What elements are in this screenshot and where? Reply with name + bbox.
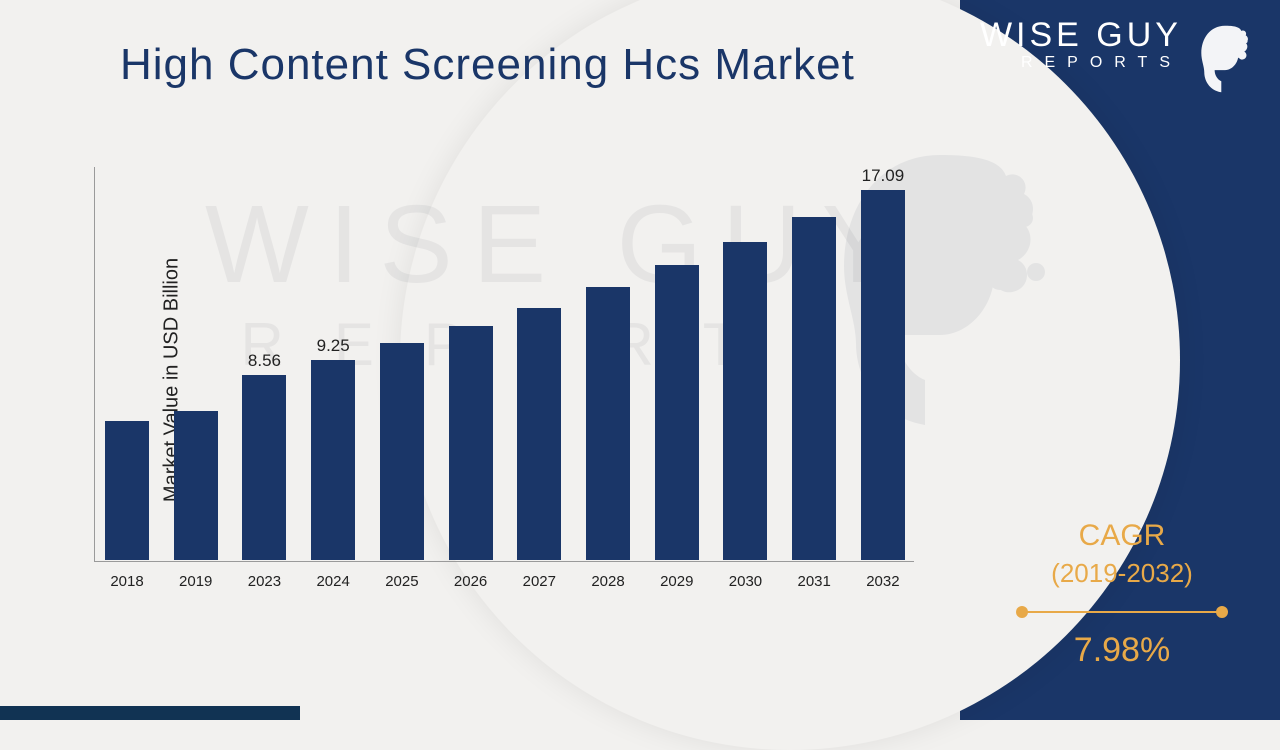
cagr-value: 7.98% (992, 631, 1252, 670)
cagr-range: (2019-2032) (992, 558, 1252, 589)
x-tick-label: 2025 (375, 573, 429, 590)
bar-group (169, 411, 223, 561)
bar (380, 343, 424, 560)
x-tick-label: 2026 (444, 573, 498, 590)
bar (723, 242, 767, 561)
bar (792, 217, 836, 560)
bar (861, 190, 905, 560)
logo-text-top: WISE GUY (980, 18, 1182, 52)
bar-group (718, 242, 772, 561)
bar-chart: Market Value in USD Billion 8.569.2517.0… (80, 170, 910, 590)
bar-value-label: 17.09 (862, 166, 905, 186)
bar-group: 17.09 (856, 190, 910, 560)
bar-group: 9.25 (306, 360, 360, 560)
bar (311, 360, 355, 560)
bar-group (100, 421, 154, 560)
bar-value-label: 8.56 (248, 351, 281, 371)
x-axis-line (94, 561, 914, 562)
bar (449, 326, 493, 560)
bars-container: 8.56 9.25 17.09 (100, 170, 910, 560)
bar (105, 421, 149, 560)
x-tick-label: 2018 (100, 573, 154, 590)
cagr-box: CAGR (2019-2032) 7.98% (992, 518, 1252, 670)
bar-group: 8.56 (237, 375, 291, 560)
bar (517, 308, 561, 560)
x-tick-label: 2023 (237, 573, 291, 590)
x-tick-label: 2027 (512, 573, 566, 590)
logo-text-bottom: REPORTS (980, 54, 1182, 72)
bar-group (581, 287, 635, 560)
x-tick-label: 2031 (787, 573, 841, 590)
bar (586, 287, 630, 560)
y-axis-line (94, 167, 95, 562)
logo-head-icon (1188, 22, 1262, 96)
bar (242, 375, 286, 560)
footer-accent-bar (0, 706, 300, 720)
brand-logo: WISE GUY REPORTS (980, 18, 1262, 72)
bar-value-label: 9.25 (317, 336, 350, 356)
bar (655, 265, 699, 560)
x-labels-row: 2018 2019 2023 2024 2025 2026 2027 2028 2029 2030… (100, 573, 910, 590)
x-tick-label: 2032 (856, 573, 910, 590)
x-tick-label: 2030 (718, 573, 772, 590)
x-tick-label: 2019 (169, 573, 223, 590)
bar-group (444, 326, 498, 560)
bar-group (512, 308, 566, 560)
bar-group (787, 217, 841, 560)
x-tick-label: 2024 (306, 573, 360, 590)
cagr-divider (1022, 611, 1222, 613)
chart-title: High Content Screening Hcs Market (120, 40, 855, 90)
bar-group (375, 343, 429, 560)
x-tick-label: 2028 (581, 573, 635, 590)
x-tick-label: 2029 (650, 573, 704, 590)
bar-group (650, 265, 704, 560)
bar (174, 411, 218, 561)
cagr-title: CAGR (992, 518, 1252, 554)
